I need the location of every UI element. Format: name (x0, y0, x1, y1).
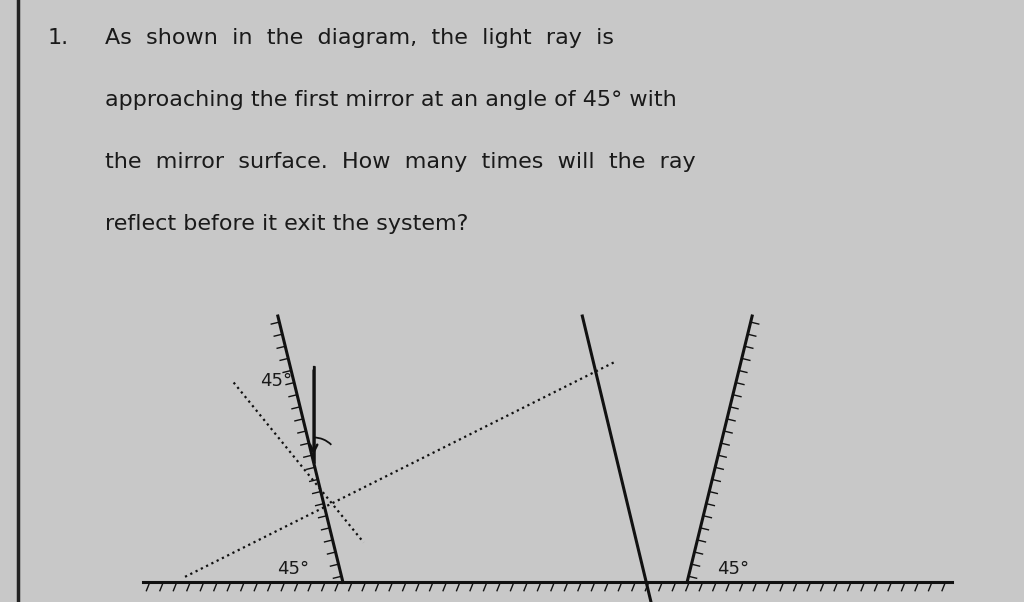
Text: 45°: 45° (260, 373, 292, 391)
Text: 45°: 45° (717, 560, 750, 579)
Text: approaching the first mirror at an angle of 45° with: approaching the first mirror at an angle… (105, 90, 677, 110)
Text: the  mirror  surface.  How  many  times  will  the  ray: the mirror surface. How many times will … (105, 152, 695, 172)
Text: reflect before it exit the system?: reflect before it exit the system? (105, 214, 468, 234)
Text: 1.: 1. (48, 28, 70, 48)
Text: As  shown  in  the  diagram,  the  light  ray  is: As shown in the diagram, the light ray i… (105, 28, 614, 48)
Text: 45°: 45° (276, 560, 309, 579)
